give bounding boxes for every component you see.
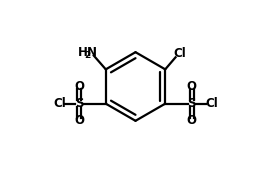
Text: O: O bbox=[74, 80, 84, 93]
Text: S: S bbox=[75, 97, 83, 110]
Text: Cl: Cl bbox=[205, 97, 218, 110]
Text: Cl: Cl bbox=[173, 47, 186, 60]
Text: H: H bbox=[78, 46, 88, 59]
Text: S: S bbox=[188, 97, 196, 110]
Text: Cl: Cl bbox=[53, 97, 66, 110]
Text: O: O bbox=[74, 114, 84, 127]
Text: O: O bbox=[187, 114, 197, 127]
Text: O: O bbox=[187, 80, 197, 93]
Text: N: N bbox=[87, 46, 97, 59]
Text: 2: 2 bbox=[84, 51, 90, 60]
